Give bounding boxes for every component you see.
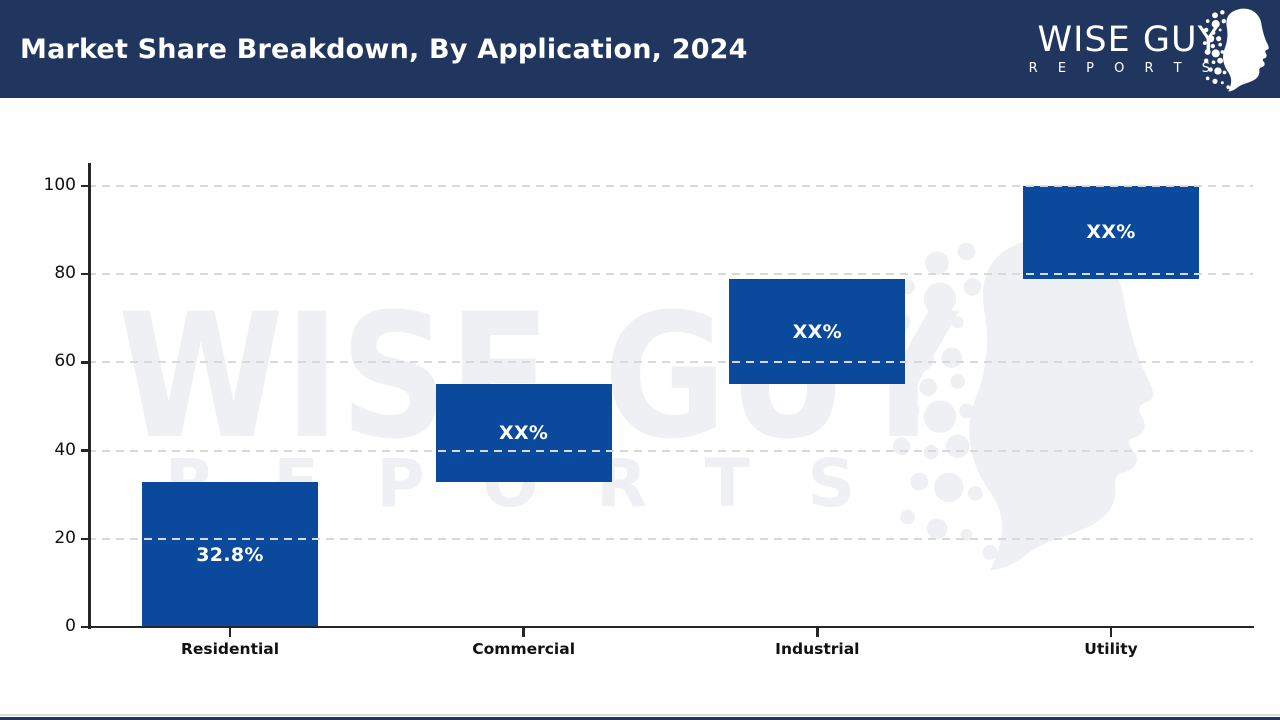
footer-divider bbox=[0, 714, 1280, 716]
x-axis-label: Commercial bbox=[472, 640, 576, 658]
bar-value-label: XX% bbox=[792, 320, 842, 343]
y-tick-mark bbox=[81, 625, 88, 629]
gridline-y-40 bbox=[88, 449, 1253, 452]
logo-sub: R E P O R T S bbox=[1028, 60, 1218, 76]
bar-value-label: 32.8% bbox=[196, 543, 264, 566]
logo-brand: WISE GUY bbox=[1037, 19, 1220, 60]
logo-head-icon bbox=[1202, 8, 1269, 92]
x-axis-label: Industrial bbox=[775, 640, 860, 658]
y-tick-mark bbox=[81, 273, 88, 276]
logo-text: WISE GUY R E P O R T S bbox=[1028, 19, 1220, 76]
y-axis-spine bbox=[88, 163, 91, 629]
bar-value-label: XX% bbox=[1086, 221, 1136, 244]
bar-commercial: XX% bbox=[435, 384, 612, 483]
gridline-y-100 bbox=[88, 185, 1253, 187]
chart-title: Market Share Breakdown, By Application, … bbox=[20, 33, 748, 65]
gridline-y-60 bbox=[88, 361, 1253, 364]
y-tick-label: 20 bbox=[54, 527, 76, 548]
y-tick-label: 60 bbox=[54, 351, 76, 372]
gridline-y-80 bbox=[88, 273, 1253, 276]
x-tick-mark bbox=[1109, 628, 1113, 637]
y-tick-label: 80 bbox=[54, 263, 76, 284]
x-tick-mark bbox=[522, 628, 525, 637]
x-axis-label: Utility bbox=[1084, 640, 1138, 658]
y-tick-label: 0 bbox=[65, 616, 76, 636]
x-tick-mark bbox=[228, 628, 232, 637]
bar-utility: XX% bbox=[1023, 186, 1199, 279]
footer-bar bbox=[0, 717, 1280, 720]
gridline-y-20 bbox=[88, 537, 1253, 540]
y-tick-label: 100 bbox=[43, 175, 76, 195]
y-tick-mark bbox=[81, 537, 88, 540]
y-tick-mark bbox=[81, 361, 88, 364]
y-tick-mark bbox=[81, 449, 88, 452]
x-axis-spine bbox=[88, 625, 1254, 629]
bar-value-label: XX% bbox=[499, 422, 549, 445]
header: Market Share Breakdown, By Application, … bbox=[0, 0, 1280, 98]
wiseguy-logo: WISE GUY R E P O R T S bbox=[1029, 0, 1274, 98]
y-tick-label: 40 bbox=[54, 439, 76, 460]
y-tick-mark bbox=[81, 184, 88, 188]
bar-residential: 32.8% bbox=[142, 482, 318, 627]
x-tick-mark bbox=[816, 628, 819, 637]
x-axis-label: Residential bbox=[180, 640, 280, 658]
bar-industrial: XX% bbox=[729, 278, 906, 385]
